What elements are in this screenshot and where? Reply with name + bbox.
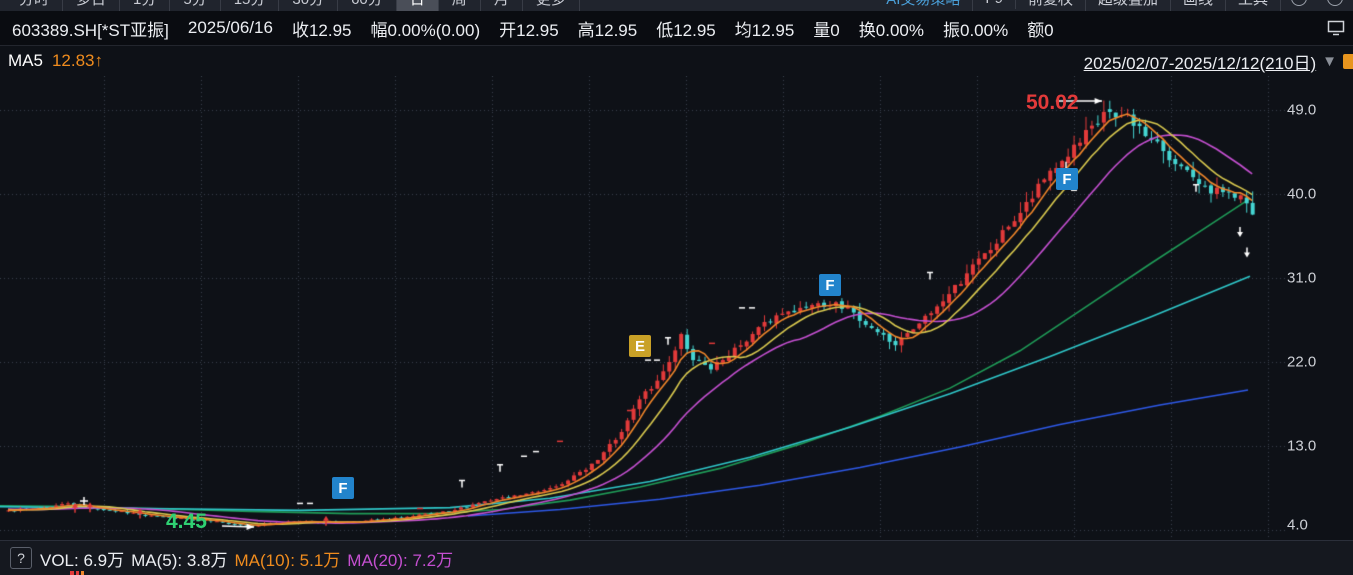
volume-bar-tip <box>70 571 74 575</box>
tab-1分[interactable]: 1分 <box>120 0 171 11</box>
quote-field: 额0 <box>1027 20 1054 40</box>
quote-field: 换0.00% <box>858 20 924 40</box>
ma5-label: MA5 <box>8 51 43 70</box>
volume-bar-tip <box>81 571 84 575</box>
y-axis-label: 31.0 <box>1287 269 1317 287</box>
ma5-value: 12.83↑ <box>51 51 104 70</box>
quote-field: 开12.95 <box>499 20 559 40</box>
monitor-icon[interactable] <box>1327 20 1345 36</box>
tab-日[interactable]: 日 <box>396 0 439 11</box>
quote-field: 低12.95 <box>656 20 716 40</box>
period-tab-bar: 分时多日1分5分15分30分60分日周月更多 AI交易策略F9前复权超级叠加画线… <box>0 0 1353 11</box>
message-icon[interactable] <box>1291 0 1307 6</box>
tool-画线[interactable]: 画线 <box>1171 0 1226 11</box>
tab-5分[interactable]: 5分 <box>170 0 221 11</box>
tab-30分[interactable]: 30分 <box>279 0 339 11</box>
low-price-label: 4.45 <box>166 510 207 533</box>
quote-field: 均12.95 <box>734 20 795 40</box>
tab-15分[interactable]: 15分 <box>221 0 280 11</box>
y-axis-label: 40.0 <box>1287 185 1317 203</box>
chart-canvas[interactable] <box>0 76 1353 540</box>
y-axis-label: 49.0 <box>1287 101 1317 119</box>
stock-code-name: 603389.SH[*ST亚振] <box>12 20 169 40</box>
y-axis-label: 13.0 <box>1287 437 1317 455</box>
quote-field: 高12.95 <box>577 20 638 40</box>
vol-ma10-value: MA(10): 5.1万 <box>234 550 341 570</box>
quote-field: 收12.95 <box>291 20 352 40</box>
y-axis-label: 4.0 <box>1287 516 1308 534</box>
event-badge-F[interactable]: F <box>332 477 354 499</box>
tool-AI交易策略[interactable]: AI交易策略 <box>874 0 974 11</box>
vol-ma5-value: MA(5): 3.8万 <box>131 550 228 570</box>
y-axis-label: 22.0 <box>1287 353 1317 371</box>
tab-更多[interactable]: 更多 <box>523 0 580 11</box>
volume-bar-tip <box>76 571 79 575</box>
high-price-label: 50.02 <box>1026 91 1079 114</box>
indicator-bar: MA5 12.83↑ 2025/02/07-2025/12/12(210日) ▼ <box>0 46 1353 76</box>
quote-field: 2025/06/16 <box>187 18 273 37</box>
tool-超级叠加[interactable]: 超级叠加 <box>1086 0 1171 11</box>
tab-月[interactable]: 月 <box>481 0 523 11</box>
candlestick-chart[interactable]: 49.0 40.0 31.0 22.0 13.0 4.0 F E F F 50.02 4.45 <box>0 76 1353 540</box>
date-range-selector[interactable]: 2025/02/07-2025/12/12(210日) <box>1083 53 1317 73</box>
chevron-down-icon[interactable]: ▼ <box>1322 52 1337 70</box>
tool-工具[interactable]: 工具 <box>1226 0 1281 11</box>
vol-ma20-value: MA(20): 7.2万 <box>347 550 454 570</box>
vol-value: VOL: 6.9万 <box>40 550 125 570</box>
quote-field: 振0.00% <box>942 20 1009 40</box>
quote-info-bar: 603389.SH[*ST亚振] 2025/06/16 收12.95 幅0.00%(0… <box>0 11 1353 46</box>
event-badge-F[interactable]: F <box>819 274 841 296</box>
tool-前复权[interactable]: 前复权 <box>1016 0 1086 11</box>
tab-多日[interactable]: 多日 <box>63 0 121 11</box>
quote-field: 幅0.00%(0.00) <box>370 20 481 40</box>
tab-分时[interactable]: 分时 <box>6 0 64 11</box>
quote-field: 量0 <box>813 20 840 40</box>
event-badge-E[interactable]: E <box>629 335 651 357</box>
tab-周[interactable]: 周 <box>439 0 481 11</box>
corner-badge[interactable] <box>1343 53 1353 69</box>
help-icon[interactable]: ? <box>10 547 32 569</box>
volume-bar: ? VOL: 6.9万 MA(5): 3.8万 MA(10): 5.1万 MA(… <box>0 540 1353 575</box>
event-badge-F[interactable]: F <box>1056 168 1078 190</box>
help-circle-icon[interactable] <box>1327 0 1343 6</box>
tab-60分[interactable]: 60分 <box>338 0 397 11</box>
tool-F9[interactable]: F9 <box>973 0 1016 9</box>
